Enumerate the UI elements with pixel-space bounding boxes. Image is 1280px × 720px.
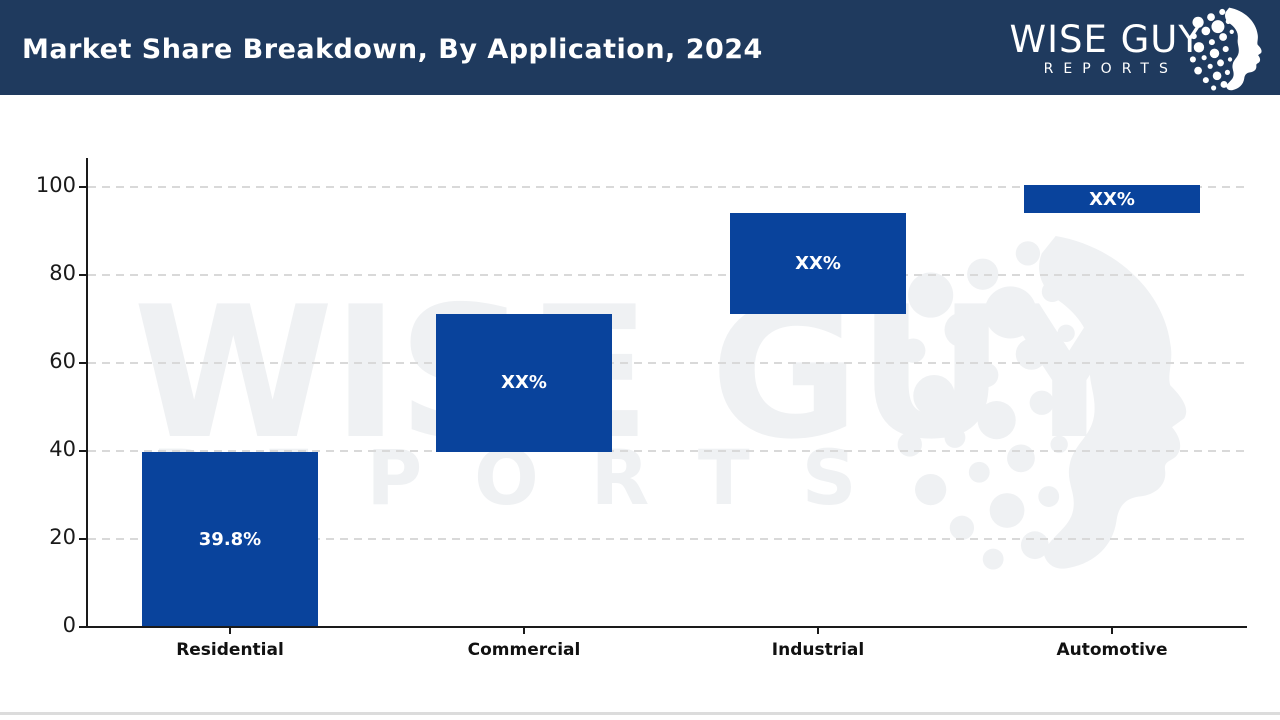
y-tick-label-0: 0 [62, 613, 76, 637]
y-tickmark-80 [79, 274, 86, 276]
gridline-80 [88, 274, 1247, 276]
x-tickmark-industrial [817, 627, 819, 634]
category-label-commercial: Commercial [467, 640, 581, 660]
logo-text: WISE GUY REPORTS [1009, 18, 1202, 78]
y-tick-label-100: 100 [35, 173, 76, 197]
bar-automotive: XX% [1024, 184, 1200, 214]
x-axis [86, 626, 1247, 628]
x-tickmark-commercial [523, 627, 525, 634]
watermark-text-line1: WISE GUY [133, 267, 1135, 479]
y-tick-label-40: 40 [49, 437, 76, 461]
header: Market Share Breakdown, By Application, … [0, 0, 1280, 95]
y-tickmark-0 [79, 626, 86, 628]
logo-wordmark: WISE GUY [1009, 18, 1202, 61]
y-tickmark-40 [79, 450, 86, 452]
gridline-40 [88, 450, 1247, 452]
bar-value-label-industrial: XX% [795, 253, 841, 275]
y-tickmark-60 [79, 362, 86, 364]
bar-value-label-commercial: XX% [501, 372, 547, 394]
category-label-residential: Residential [176, 640, 284, 660]
category-label-automotive: Automotive [1056, 640, 1168, 660]
logo-subtext: REPORTS [1043, 61, 1178, 77]
y-tickmark-100 [79, 186, 86, 188]
y-tick-label-60: 60 [49, 349, 76, 373]
y-tickmark-20 [79, 538, 86, 540]
chart-title: Market Share Breakdown, By Application, … [22, 34, 763, 65]
y-axis [86, 158, 88, 628]
bottom-border [0, 712, 1280, 715]
bar-commercial: XX% [436, 313, 612, 452]
x-tickmark-residential [229, 627, 231, 634]
gridline-100 [88, 186, 1247, 188]
wise-guy-face-icon [1186, 4, 1268, 95]
bar-value-label-automotive: XX% [1089, 188, 1135, 210]
wise-guy-logo: WISE GUY REPORTS [1010, 2, 1268, 95]
bar-residential: 39.8% [142, 451, 318, 627]
bar-industrial: XX% [730, 213, 906, 314]
watermark-face-icon [882, 222, 1212, 587]
y-tick-label-80: 80 [49, 261, 76, 285]
x-tickmark-automotive [1111, 627, 1113, 634]
category-label-industrial: Industrial [771, 640, 865, 660]
y-tick-label-20: 20 [49, 525, 76, 549]
bar-value-label-residential: 39.8% [198, 528, 262, 550]
gridline-20 [88, 538, 1247, 540]
gridline-60 [88, 362, 1247, 364]
